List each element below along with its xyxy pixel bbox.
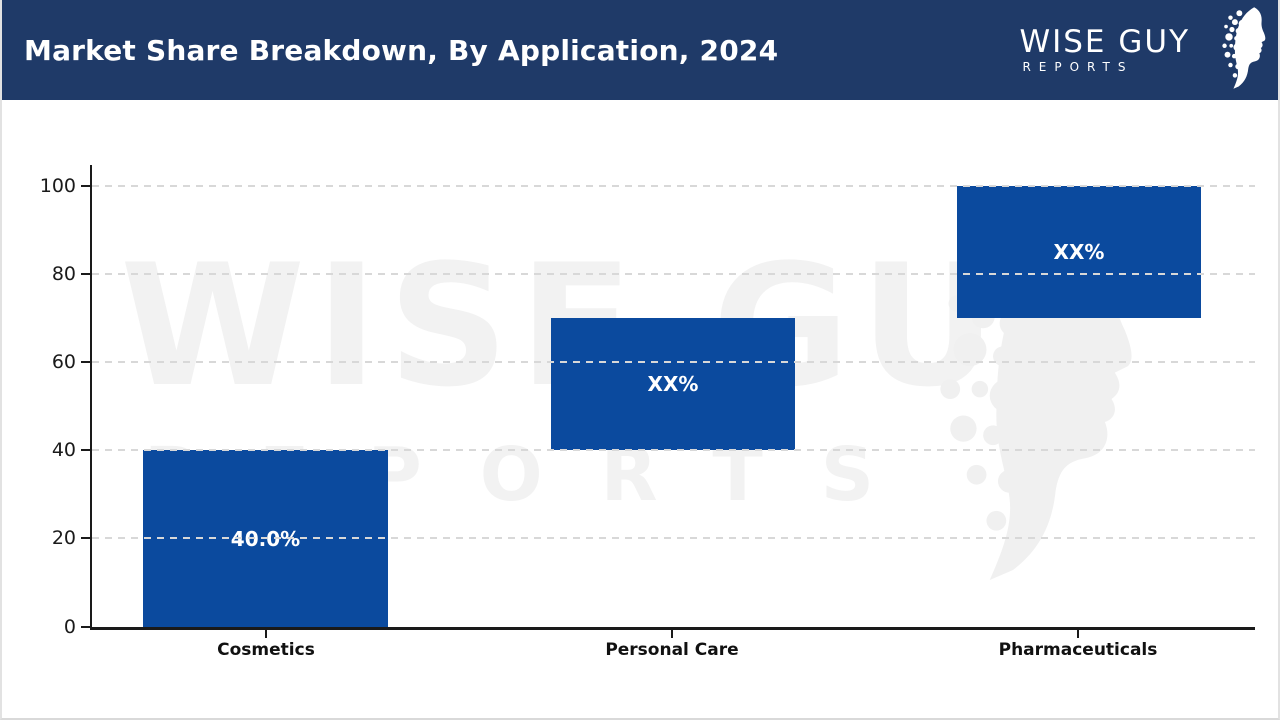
x-tick [265,630,267,638]
y-tick-label: 20 [51,527,76,549]
logo-wordmark-line2: REPORTS [1022,60,1134,75]
y-axis-line [90,165,92,630]
gridline-60 [92,361,1255,363]
bar-value-label: XX% [1053,240,1105,264]
logo-wordmark-line1: WISE GUY [1019,23,1190,60]
y-tick-label: 40 [51,439,76,461]
y-tick-label: 60 [51,351,76,373]
wise-guy-face-icon [1192,7,1266,93]
x-axis-line [90,627,1255,630]
y-tick [81,626,90,628]
y-tick-label: 80 [51,263,76,285]
category-label-personal-care: Personal Care [605,640,739,660]
category-label-pharmaceuticals: Pharmaceuticals [998,640,1158,660]
gridline-100 [92,185,1255,187]
y-tick [81,185,90,187]
y-tick [81,449,90,451]
header-banner: Market Share Breakdown, By Application, … [2,0,1278,100]
y-tick-label: 0 [63,616,76,638]
bar-personal-care: XX% [551,318,795,450]
y-tick [81,273,90,275]
bar-value-label: XX% [647,372,699,396]
y-tick [81,537,90,539]
x-tick [1077,630,1079,638]
x-tick [671,630,673,638]
y-tick [81,361,90,363]
gridline-40 [92,449,1255,451]
gridline-80 [92,273,1255,275]
wise-guy-reports-logo: WISE GUY REPORTS [1019,7,1278,93]
y-tick-label: 100 [39,175,76,197]
logo-wordmark: WISE GUY REPORTS [1019,26,1190,75]
page-title: Market Share Breakdown, By Application, … [24,33,779,67]
category-label-cosmetics: Cosmetics [217,640,315,660]
gridline-20 [92,537,1255,539]
bar-pharmaceuticals: XX% [957,186,1201,318]
